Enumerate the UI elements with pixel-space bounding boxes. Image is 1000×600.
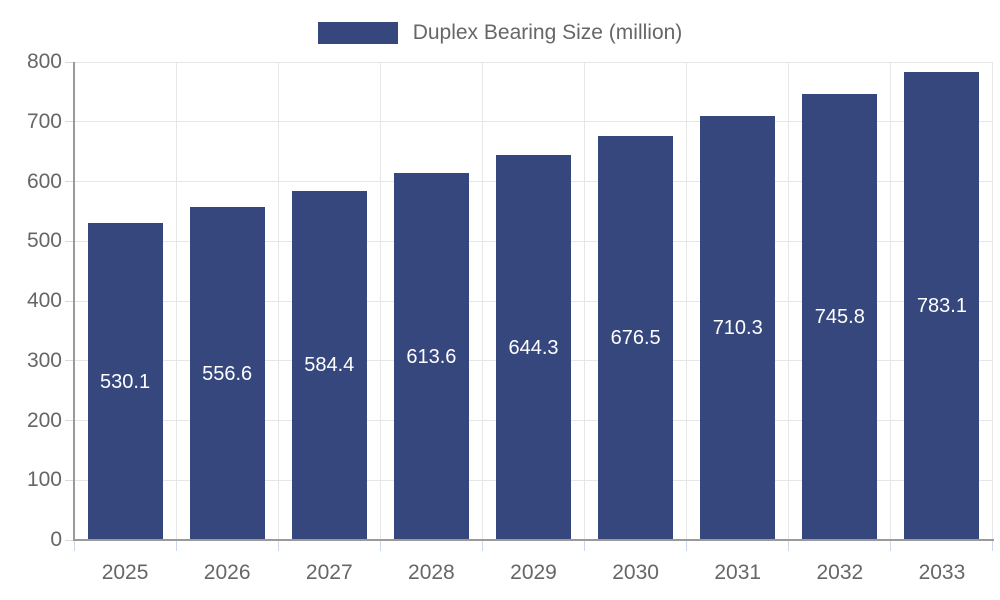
v-gridline [379, 62, 381, 540]
x-axis-label: 2033 [918, 561, 966, 584]
v-gridline [890, 62, 892, 540]
y-tick [65, 479, 74, 481]
v-gridline [175, 62, 177, 540]
x-tick [584, 540, 586, 551]
x-axis-label: 2025 [101, 561, 149, 584]
y-tick [65, 240, 74, 242]
bar-value-label: 783.1 [916, 295, 967, 318]
y-axis-label: 400 [26, 289, 62, 312]
y-axis-line [73, 62, 75, 540]
x-axis-label: 2027 [305, 561, 353, 584]
y-tick [65, 420, 74, 421]
bar-value-label: 745.8 [814, 306, 865, 329]
bar-value-label: 676.5 [610, 326, 661, 349]
v-gridline [277, 62, 279, 540]
bar[interactable] [496, 155, 571, 540]
bar[interactable] [189, 207, 265, 540]
bar-value-label: 710.3 [712, 316, 763, 339]
x-tick [991, 540, 993, 551]
y-axis-label: 0 [50, 528, 62, 551]
y-axis-label: 300 [26, 348, 62, 372]
x-tick [890, 540, 892, 551]
x-tick [277, 540, 279, 551]
x-axis-label: 2032 [816, 561, 864, 584]
v-gridline [686, 62, 688, 540]
legend-swatch [317, 22, 398, 44]
bar-value-label: 584.4 [304, 354, 355, 377]
v-gridline [991, 62, 993, 540]
x-tick [686, 540, 688, 551]
x-tick [481, 540, 483, 551]
y-axis-label: 100 [26, 468, 62, 492]
h-gridline [74, 61, 993, 63]
legend-label: Duplex Bearing Size (million) [412, 21, 683, 44]
x-tick [788, 540, 790, 551]
v-gridline [584, 62, 586, 540]
y-tick [65, 121, 74, 123]
y-tick [65, 539, 74, 541]
bar[interactable] [393, 173, 469, 540]
y-tick [65, 181, 74, 182]
x-tick [73, 540, 75, 551]
x-axis-label: 2029 [510, 561, 557, 584]
bar[interactable] [87, 223, 163, 540]
x-axis-label: 2031 [714, 561, 762, 584]
y-axis-label: 500 [26, 229, 62, 253]
y-tick [65, 300, 74, 302]
x-axis-label: 2026 [203, 561, 251, 584]
bar-value-label: 644.3 [508, 336, 559, 359]
bar-value-label: 530.1 [100, 370, 151, 393]
y-tick [65, 61, 74, 63]
v-gridline [481, 62, 483, 540]
y-axis-label: 800 [26, 50, 62, 73]
bar[interactable] [291, 190, 367, 540]
bar[interactable] [802, 94, 878, 540]
plot-area: 0 100 200 300 400 500 600 700 800 530.1 2025 556.6 2… [27, 50, 994, 584]
x-axis-label: 2030 [612, 561, 659, 584]
legend[interactable]: Duplex Bearing Size (million) [0, 20, 1000, 46]
x-tick [175, 540, 177, 551]
v-gridline [788, 62, 790, 540]
y-axis-label: 200 [26, 408, 62, 432]
bar-value-label: 556.6 [202, 362, 253, 385]
bar[interactable] [700, 115, 776, 540]
bar-value-label: 613.6 [406, 345, 457, 368]
y-axis-label: 700 [26, 109, 62, 133]
x-tick [379, 540, 381, 551]
bar[interactable] [598, 135, 674, 540]
x-axis-label: 2028 [408, 561, 455, 584]
h-gridline [74, 121, 993, 123]
y-axis-label: 600 [26, 169, 62, 193]
y-tick [65, 360, 74, 362]
bar[interactable] [904, 72, 980, 540]
x-axis-line [73, 539, 994, 541]
